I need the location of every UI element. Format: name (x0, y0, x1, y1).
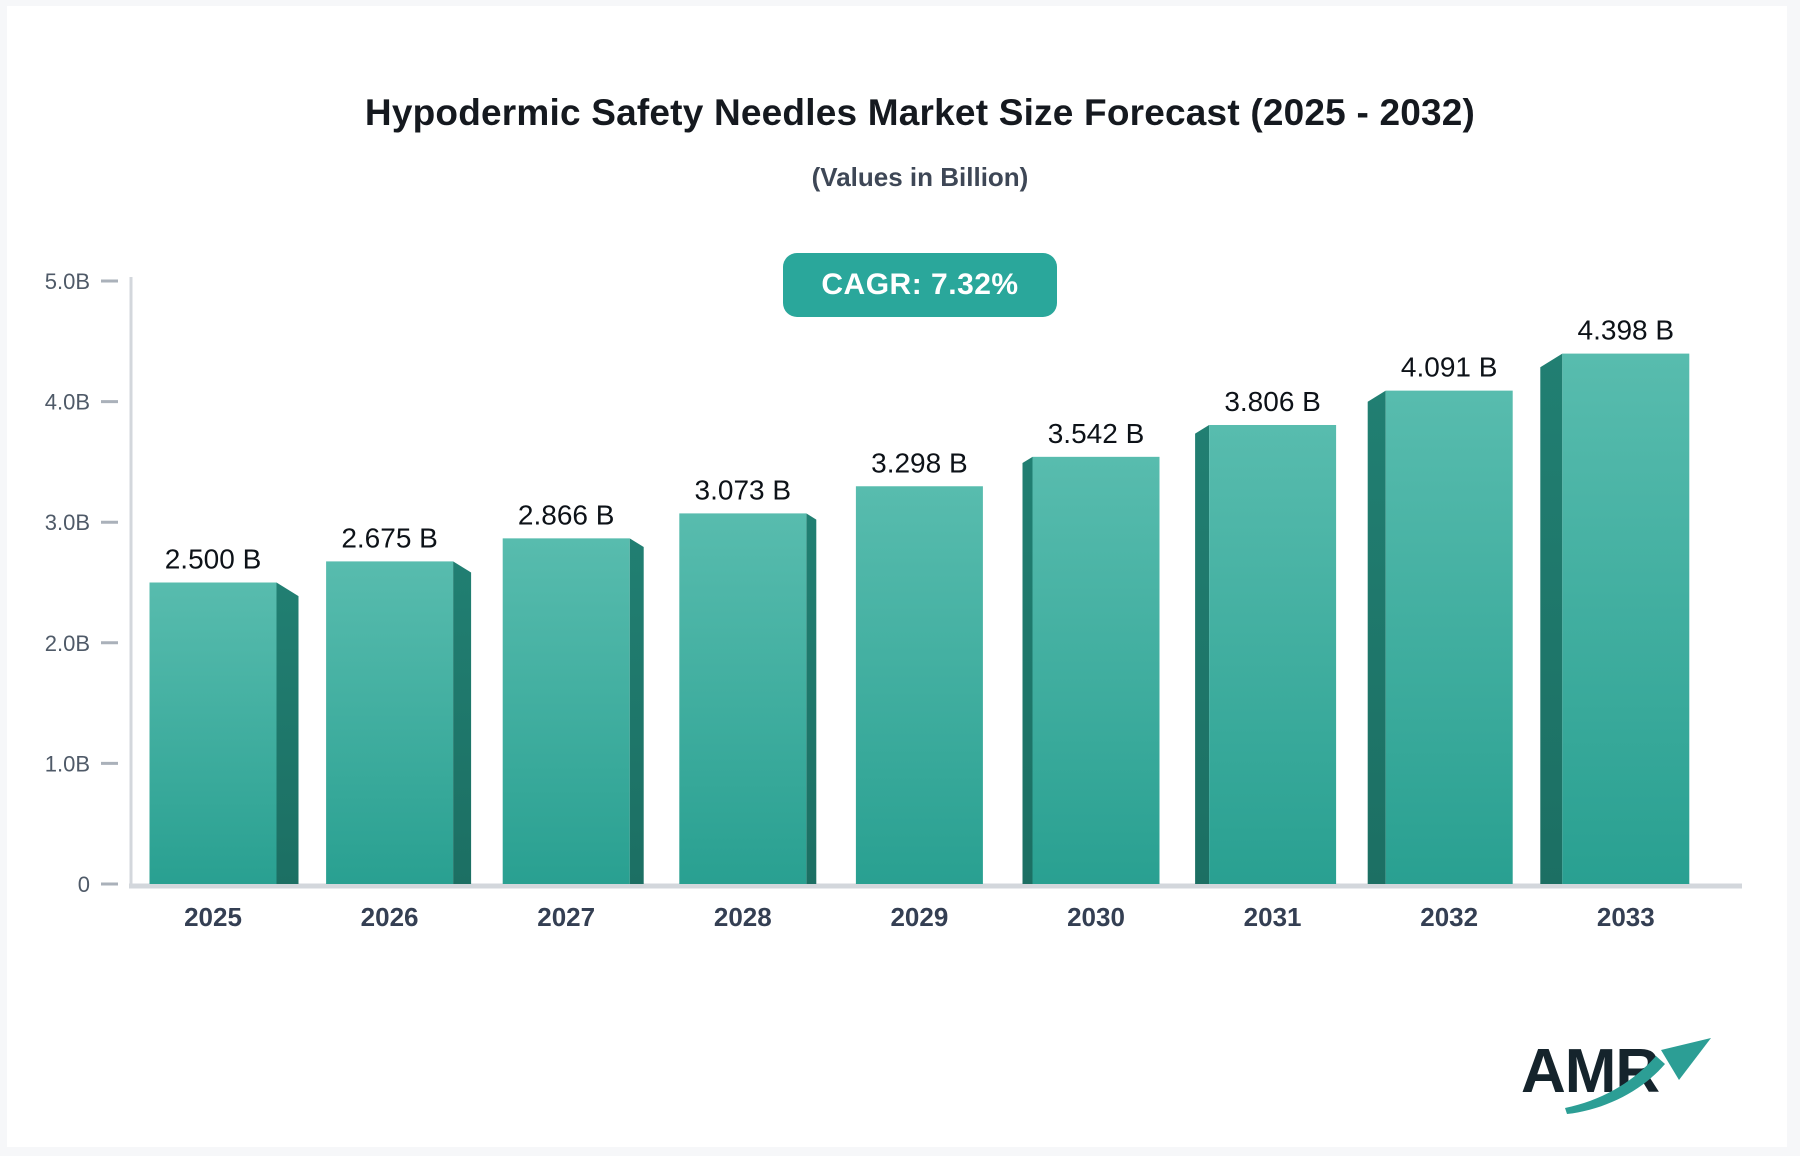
bar-2032 (1385, 390, 1513, 884)
x-tick-label-2029: 2029 (890, 902, 948, 932)
y-tick-label: 0 (78, 872, 90, 897)
bar-side-face-2033 (1540, 353, 1563, 884)
bar-side-face-2026 (453, 561, 472, 884)
bar-2033 (1562, 353, 1690, 884)
bar-2028 (679, 513, 807, 884)
bar-value-label-2031: 3.806 B (1224, 386, 1321, 417)
bar-value-label-2025: 2.500 B (165, 544, 262, 575)
bar-2026 (326, 561, 454, 884)
bar-side-face-2025 (276, 582, 299, 884)
y-tick-label: 1.0B (45, 751, 90, 776)
x-tick-label-2026: 2026 (361, 902, 419, 932)
bar-side-face-2031 (1195, 424, 1210, 884)
bar-value-label-2033: 4.398 B (1578, 315, 1675, 346)
bar-side-face-2032 (1367, 390, 1386, 884)
amr-logo-text: AMR (1521, 1037, 1659, 1106)
x-tick-label-2033: 2033 (1597, 902, 1655, 932)
x-tick-label-2025: 2025 (184, 902, 242, 932)
bar-side-face-2028 (806, 513, 817, 884)
x-tick-label-2030: 2030 (1067, 902, 1125, 932)
amr-logo-swoosh-arrow-icon (1565, 1056, 1665, 1114)
amr-logo: AMR (1521, 1037, 1711, 1114)
bar-value-label-2032: 4.091 B (1401, 352, 1498, 383)
y-tick-label: 4.0B (45, 390, 90, 415)
bar-value-label-2029: 3.298 B (871, 447, 968, 478)
bar-value-label-2027: 2.866 B (518, 499, 615, 530)
bar-2030 (1032, 456, 1160, 884)
bar-2027 (502, 538, 630, 884)
y-tick-label: 2.0B (45, 631, 90, 656)
x-tick-label-2027: 2027 (537, 902, 595, 932)
amr-logo-arrowhead-icon (1661, 1038, 1711, 1080)
bar-value-label-2030: 3.542 B (1048, 418, 1145, 449)
bar-value-label-2028: 3.073 B (695, 474, 792, 505)
bar-side-face-2030 (1022, 456, 1033, 884)
x-tick-label-2032: 2032 (1420, 902, 1478, 932)
y-tick-label: 5.0B (45, 269, 90, 294)
bar-2031 (1209, 424, 1337, 884)
bar-2025 (149, 582, 277, 884)
bar-value-label-2026: 2.675 B (341, 522, 438, 553)
y-tick-label: 3.0B (45, 510, 90, 535)
bar-side-face-2027 (629, 538, 644, 884)
x-tick-label-2031: 2031 (1244, 902, 1302, 932)
x-tick-label-2028: 2028 (714, 902, 772, 932)
bar-2029 (855, 486, 983, 884)
